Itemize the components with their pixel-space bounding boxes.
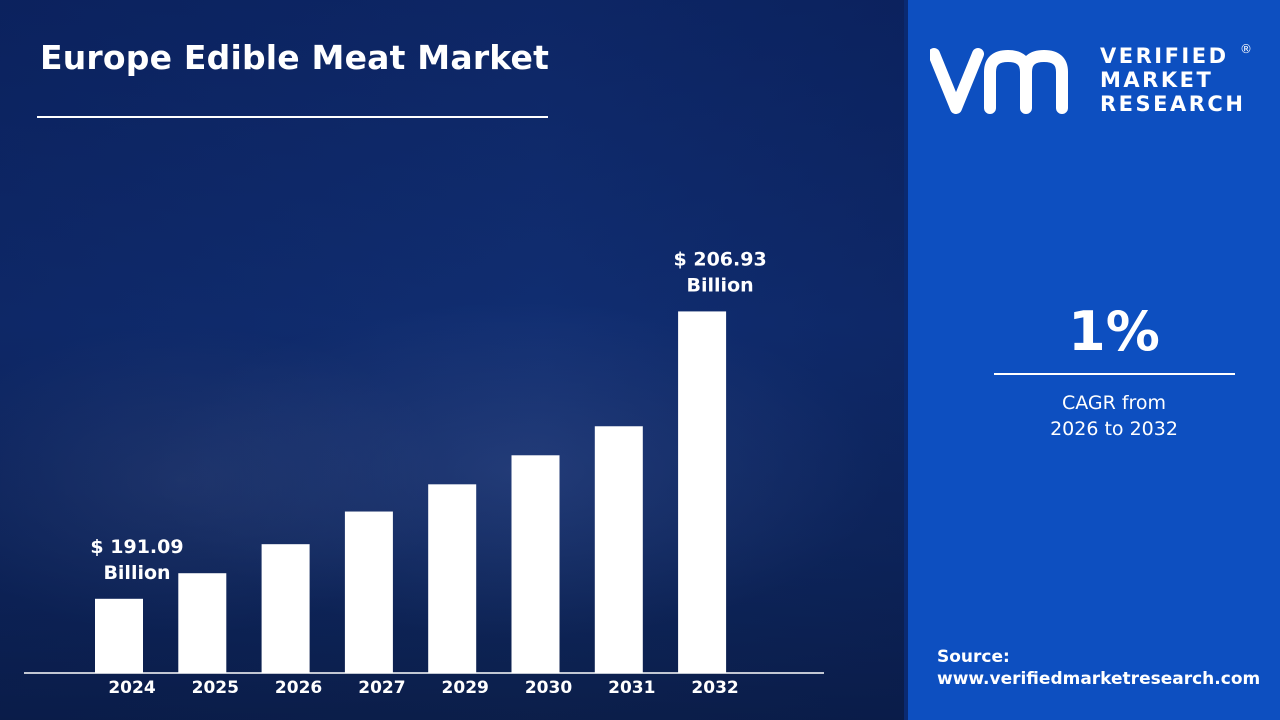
logo-text-verified: VERIFIED — [1100, 44, 1229, 68]
x-tick-label-2029: 2029 — [442, 678, 489, 698]
panel-divider — [904, 0, 908, 720]
x-tick-label-2026: 2026 — [275, 678, 322, 698]
x-tick-label-2031: 2031 — [608, 678, 655, 698]
x-tick-label-2025: 2025 — [192, 678, 239, 698]
x-tick-label-2030: 2030 — [525, 678, 572, 698]
info-panel — [907, 0, 1280, 720]
x-tick-label-2027: 2027 — [358, 678, 405, 698]
source-label: Source: — [937, 647, 1010, 667]
cagr-caption: CAGR from 2026 to 2032 — [994, 390, 1234, 442]
title-underline — [37, 116, 548, 118]
bar-2031 — [594, 426, 643, 673]
logo-text-market: MARKET — [1100, 68, 1214, 92]
cagr-divider — [994, 373, 1235, 375]
chart-background-panel — [0, 0, 907, 720]
bar-2026 — [261, 544, 310, 673]
cagr-value: 1% — [1068, 300, 1160, 363]
data-label-2032-value: $ 206.93 — [674, 248, 767, 270]
registered-mark: ® — [1240, 42, 1252, 56]
x-tick-label-2024: 2024 — [108, 678, 155, 698]
vmr-logo-icon — [930, 48, 1068, 114]
data-label-2024-unit: Billion — [103, 562, 170, 584]
bar-2024 — [95, 598, 143, 673]
bar-2030 — [511, 455, 560, 673]
bar-2025 — [178, 573, 227, 673]
source-block: Source: www.verifiedmarketresearch.com — [937, 646, 1277, 690]
chart-title: Europe Edible Meat Market — [40, 38, 550, 77]
bar-2027 — [344, 511, 393, 673]
cagr-caption-line2: 2026 to 2032 — [1050, 418, 1178, 440]
bar-chart: 2024 2025 2026 2027 2029 2030 2031 2032 $ 191.0… — [24, 248, 824, 698]
bar-2032 — [678, 311, 727, 673]
x-tick-label-2032: 2032 — [691, 678, 738, 698]
data-label-2024-value: $ 191.09 — [90, 536, 183, 558]
data-label-2032-unit: Billion — [687, 274, 754, 296]
source-url: www.verifiedmarketresearch.com — [937, 669, 1261, 689]
cagr-caption-line1: CAGR from — [1061, 392, 1167, 414]
brand-logo: VERIFIED MARKET RESEARCH ® — [930, 42, 1252, 118]
logo-text-research: RESEARCH — [1100, 92, 1246, 116]
bar-2029 — [428, 484, 477, 673]
